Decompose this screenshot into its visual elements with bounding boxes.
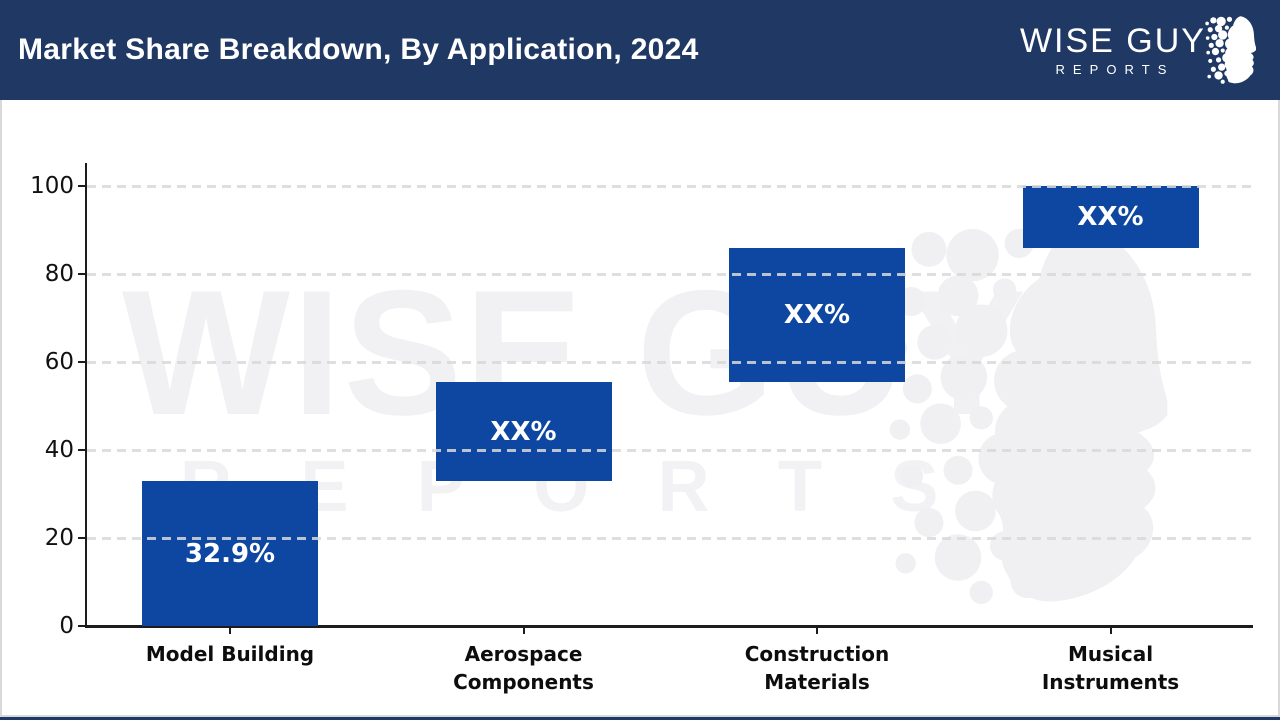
x-tick-mark-1 — [229, 628, 231, 634]
y-tick-mark-60 — [78, 361, 86, 363]
category-label-3: Construction Materials — [744, 642, 890, 694]
x-tick-mark-2 — [522, 628, 525, 634]
bar-value-label: 32.9% — [184, 538, 276, 569]
brand-head-icon — [1205, 16, 1256, 84]
x-axis-line — [85, 625, 1253, 628]
page-title: Market Share Breakdown, By Application, … — [18, 33, 699, 66]
bar-1: 32.9% — [142, 481, 318, 626]
bar-4: XX% — [1022, 186, 1199, 248]
y-axis-line — [85, 163, 87, 628]
plot-area: 32.9% XX% XX% XX% — [87, 165, 1253, 626]
bar-value-label: XX% — [783, 299, 851, 330]
y-tick-label-80: 80 — [44, 261, 74, 287]
brand-logo: WISE GUY REPORTS — [1020, 16, 1256, 84]
y-tick-label-60: 60 — [44, 349, 74, 375]
y-tick-mark-0 — [78, 625, 86, 627]
chart-area: 32.9% XX% XX% XX% 0 20 40 60 80 100 Model Buildin… — [0, 100, 1280, 717]
category-label-1: Model Building — [145, 642, 315, 666]
gridline-100 — [87, 185, 1253, 188]
y-tick-label-20: 20 — [44, 525, 74, 551]
brand-name: WISE GUY — [1019, 21, 1206, 60]
category-label-2: Aerospace Components — [453, 642, 594, 694]
y-tick-mark-100 — [78, 185, 86, 187]
bar-2: XX% — [435, 381, 612, 482]
brand-subname: REPORTS — [1055, 61, 1175, 77]
bottom-accent-bar — [0, 717, 1280, 720]
y-tick-mark-20 — [78, 537, 86, 539]
brand-logo-text: WISE GUY REPORTS — [1020, 24, 1206, 77]
bar-value-label: XX% — [490, 416, 557, 447]
y-tick-label-0: 0 — [59, 613, 74, 639]
bar-value-label: XX% — [1077, 201, 1144, 232]
y-tick-mark-40 — [78, 449, 86, 451]
gridline-20 — [87, 537, 1253, 540]
y-tick-label-40: 40 — [44, 437, 74, 463]
gridline-40 — [87, 449, 1253, 452]
gridline-60 — [87, 361, 1253, 364]
y-tick-mark-80 — [78, 273, 86, 275]
x-tick-mark-4 — [1109, 628, 1112, 634]
header-bar: Market Share Breakdown, By Application, … — [0, 0, 1280, 100]
category-label-4: Musical Instruments — [1041, 642, 1180, 694]
y-tick-label-100: 100 — [30, 173, 74, 199]
bar-3: XX% — [729, 247, 905, 382]
gridline-80 — [87, 273, 1253, 276]
x-tick-mark-3 — [816, 628, 818, 634]
